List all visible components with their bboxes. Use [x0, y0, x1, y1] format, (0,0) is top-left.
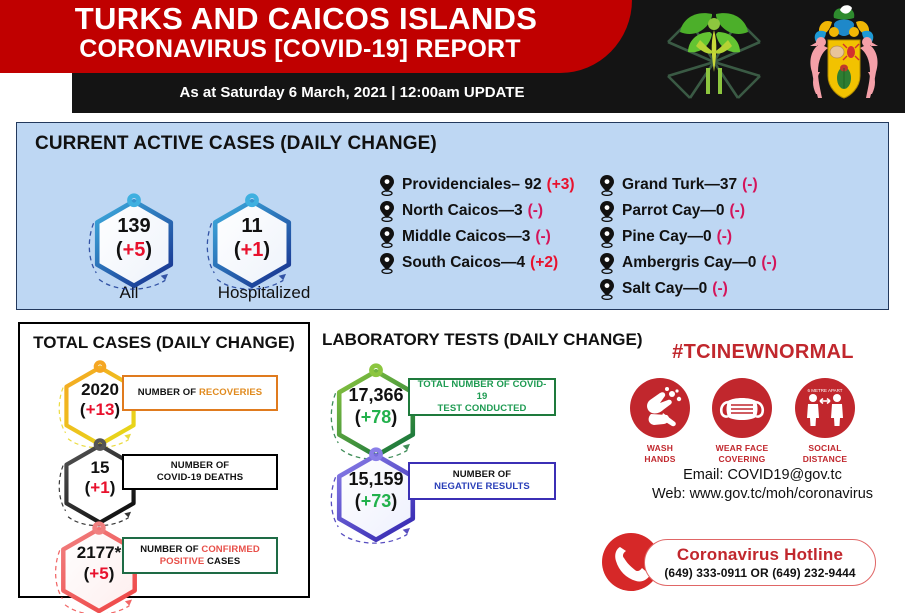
island-row-right-4: Salt Cay—0 (-) [598, 276, 777, 302]
island-delta-left-2: (-) [535, 228, 551, 245]
hotline-title: Coronavirus Hotline [676, 545, 844, 564]
total-case-caption-2: NUMBER OF CONFIRMED POSITIVE CASES [122, 537, 278, 574]
active-cases-hospitalized-label: Hospitalized [217, 283, 311, 302]
prevention-item-2: 6 METRE APART SOCIAL DISTANCE [787, 378, 863, 465]
map-pin-icon [600, 175, 614, 196]
contact-web: Web: www.gov.tc/moh/coronavirus [651, 486, 874, 502]
active-cases-title: CURRENT ACTIVE CASES (DAILY CHANGE) [35, 133, 437, 154]
map-pin-icon [600, 253, 614, 274]
prevention-item-0: WASH HANDS [622, 378, 698, 465]
island-name-left-1: North Caicos—3 [402, 202, 523, 219]
lab-test-value-1: 15,159 [348, 469, 404, 489]
total-case-delta-1: (+1) [84, 478, 116, 497]
lab-test-badge-0: 17,366 (+78) [330, 362, 422, 465]
total-case-value-0: 2020 [81, 380, 119, 399]
lab-test-badge-1: 15,159 (+73) [330, 446, 422, 549]
active-badge-value-0: 139 [117, 215, 151, 237]
island-row-right-2: Pine Cay—0 (-) [598, 224, 777, 250]
island-list-left: Providenciales– 92 (+3) North Caicos—3 (… [378, 172, 575, 276]
active-cases-all-badge: 139 (+5) [88, 192, 180, 295]
island-row-left-2: Middle Caicos—3 (-) [378, 224, 575, 250]
lab-test-delta-1: (+73) [354, 491, 398, 511]
map-pin-icon [380, 201, 394, 222]
island-name-left-2: Middle Caicos—3 [402, 228, 531, 245]
total-cases-title: TOTAL CASES (DAILY CHANGE) [33, 333, 295, 352]
island-name-right-0: Grand Turk—37 [622, 176, 738, 193]
ministry-of-health-logo: MINISTRY OF HEALTH, AGRICULTURE, SPORTS … [650, 2, 778, 110]
social-distance-icon: 6 METRE APART [795, 378, 855, 438]
island-row-left-0: Providenciales– 92 (+3) [378, 172, 575, 198]
island-row-right-3: Ambergris Cay—0 (-) [598, 250, 777, 276]
island-delta-right-4: (-) [712, 280, 728, 297]
laboratory-tests-title: LABORATORY TESTS (DAILY CHANGE) [322, 330, 643, 349]
lab-test-delta-0: (+78) [354, 407, 398, 427]
total-case-badge-2: 2177* (+5) [54, 520, 144, 613]
prevention-label-0: WASH HANDS [644, 443, 676, 464]
island-delta-left-0: (+3) [546, 176, 575, 193]
island-list-right: Grand Turk—37 (-) Parrot Cay—0 (-) Pine … [598, 172, 777, 302]
island-name-right-4: Salt Cay—0 [622, 280, 708, 297]
map-pin-icon [380, 253, 394, 274]
turks-and-caicos-coat-of-arms [790, 2, 898, 110]
island-delta-right-2: (-) [716, 228, 733, 245]
lab-test-caption-text-0: TOTAL NUMBER OF COVID-19 TEST CONDUCTED [417, 379, 547, 414]
map-pin-icon [600, 227, 614, 248]
hashtag-tcinewnormal: #TCINEWNORMAL [672, 341, 854, 363]
island-name-right-1: Parrot Cay—0 [622, 202, 725, 219]
prevention-label-2: SOCIAL DISTANCE [802, 443, 848, 464]
map-pin-icon [380, 227, 394, 248]
island-name-right-3: Ambergris Cay—0 [622, 254, 757, 271]
report-title-line2: CORONAVIRUS [COVID-19] REPORT [79, 35, 521, 63]
island-row-left-1: North Caicos—3 (-) [378, 198, 575, 224]
total-case-delta-2: (+5) [83, 564, 115, 583]
map-pin-icon [380, 175, 394, 196]
prevention-item-1: WEAR FACE COVERING [704, 378, 780, 465]
wash-hands-icon [630, 378, 690, 438]
map-pin-icon [600, 201, 614, 222]
island-row-right-0: Grand Turk—37 (-) [598, 172, 777, 198]
island-delta-right-0: (-) [742, 176, 758, 193]
contact-email: Email: COVID19@gov.tc [683, 467, 842, 483]
header-red-banner [0, 0, 632, 73]
island-row-left-3: South Caicos—4 (+2) [378, 250, 575, 276]
map-pin-icon [600, 279, 614, 300]
active-badge-delta-0: (+5) [115, 239, 153, 261]
lab-test-caption-1: NUMBER OF NEGATIVE RESULTS [408, 462, 556, 500]
island-delta-left-1: (-) [527, 202, 544, 219]
total-case-value-2: 2177* [76, 543, 122, 562]
island-name-left-0: Providenciales– 92 [402, 176, 542, 193]
total-case-caption-text-0: NUMBER OF RECOVERIES [137, 387, 263, 398]
total-case-caption-text-1: NUMBER OF COVID-19 DEATHS [156, 460, 244, 483]
report-title-line1: TURKS AND CAICOS ISLANDS [74, 1, 538, 36]
active-badge-delta-1: (+1) [233, 239, 271, 261]
svg-text:6 METRE APART: 6 METRE APART [807, 388, 842, 393]
island-delta-right-3: (-) [761, 254, 777, 271]
total-case-value-1: 15 [90, 458, 110, 477]
total-case-caption-0: NUMBER OF RECOVERIES [122, 375, 278, 411]
hotline-numbers: (649) 333-0911 OR (649) 232-9444 [664, 566, 856, 580]
report-date-line: As at Saturday 6 March, 2021 | 12:00am U… [179, 84, 525, 101]
contact-info: Email: COVID19@gov.tc Web: www.gov.tc/mo… [620, 466, 905, 504]
total-case-delta-0: (+13) [79, 400, 121, 419]
face-mask-icon [712, 378, 772, 438]
prevention-label-1: WEAR FACE COVERING [715, 443, 769, 464]
island-name-left-3: South Caicos—4 [402, 254, 526, 271]
total-case-caption-text-2: NUMBER OF CONFIRMED POSITIVE CASES [140, 543, 260, 567]
island-delta-left-3: (+2) [530, 254, 559, 271]
active-badge-value-1: 11 [241, 215, 263, 237]
lab-test-caption-0: TOTAL NUMBER OF COVID-19 TEST CONDUCTED [408, 378, 556, 416]
island-delta-right-1: (-) [729, 202, 746, 219]
hotline-pill: Coronavirus Hotline (649) 333-0911 OR (6… [644, 539, 876, 586]
active-cases-hospitalized-badge: 11 (+1) [206, 192, 298, 295]
island-name-right-2: Pine Cay—0 [622, 228, 712, 245]
lab-test-caption-text-1: NUMBER OF NEGATIVE RESULTS [434, 469, 530, 492]
lab-test-value-0: 17,366 [348, 385, 404, 405]
island-row-right-1: Parrot Cay—0 (-) [598, 198, 777, 224]
total-case-caption-1: NUMBER OF COVID-19 DEATHS [122, 454, 278, 490]
